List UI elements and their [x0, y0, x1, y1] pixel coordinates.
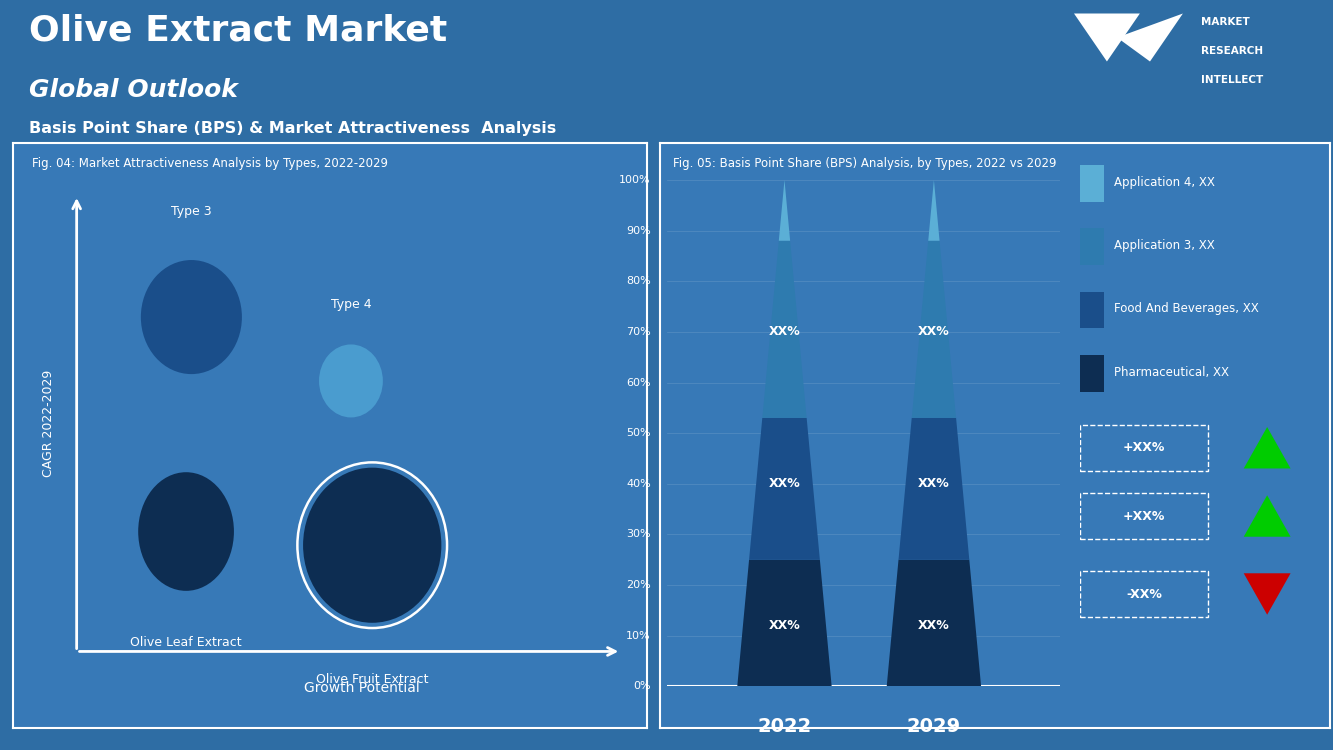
- Text: XX%: XX%: [918, 619, 950, 632]
- Ellipse shape: [141, 260, 241, 374]
- Bar: [1080, 356, 1104, 392]
- Text: XX%: XX%: [769, 619, 800, 632]
- Polygon shape: [1117, 13, 1182, 62]
- Text: 10%: 10%: [627, 631, 651, 640]
- Text: +XX%: +XX%: [1122, 509, 1165, 523]
- Polygon shape: [1244, 427, 1290, 469]
- Text: Olive Extract Market: Olive Extract Market: [29, 13, 448, 47]
- Polygon shape: [778, 180, 790, 241]
- Ellipse shape: [303, 468, 441, 622]
- Text: 70%: 70%: [627, 327, 651, 337]
- Text: 100%: 100%: [619, 175, 651, 185]
- Polygon shape: [1244, 495, 1290, 537]
- Text: CAGR 2022-2029: CAGR 2022-2029: [41, 370, 55, 477]
- Text: Food And Beverages, XX: Food And Beverages, XX: [1114, 302, 1258, 315]
- Polygon shape: [762, 241, 806, 418]
- Text: Application 4, XX: Application 4, XX: [1114, 176, 1216, 188]
- Text: Fig. 05: Basis Point Share (BPS) Analysis, by Types, 2022 vs 2029: Fig. 05: Basis Point Share (BPS) Analysi…: [673, 158, 1057, 170]
- Text: 20%: 20%: [627, 580, 651, 590]
- Text: Growth Potential: Growth Potential: [304, 681, 420, 695]
- Text: INTELLECT: INTELLECT: [1201, 75, 1262, 85]
- Text: -XX%: -XX%: [1126, 587, 1162, 601]
- Text: RESEARCH: RESEARCH: [1201, 46, 1262, 56]
- Text: 50%: 50%: [627, 428, 651, 438]
- Text: 2029: 2029: [906, 717, 961, 736]
- Text: Application 3, XX: Application 3, XX: [1114, 239, 1214, 252]
- Bar: [1080, 165, 1104, 202]
- Bar: [1080, 292, 1104, 328]
- Text: 30%: 30%: [627, 530, 651, 539]
- Text: 80%: 80%: [627, 276, 651, 286]
- Text: Type 4: Type 4: [331, 298, 372, 311]
- Polygon shape: [898, 418, 969, 560]
- Text: Global Outlook: Global Outlook: [29, 78, 239, 102]
- Text: 0%: 0%: [633, 681, 651, 692]
- Polygon shape: [912, 241, 956, 418]
- Polygon shape: [928, 180, 940, 241]
- Ellipse shape: [319, 344, 383, 418]
- Text: XX%: XX%: [918, 326, 950, 338]
- Text: Fig. 04: Market Attractiveness Analysis by Types, 2022-2029: Fig. 04: Market Attractiveness Analysis …: [32, 158, 388, 170]
- Polygon shape: [1244, 573, 1290, 615]
- Bar: [1080, 229, 1104, 265]
- Text: Olive Fruit Extract: Olive Fruit Extract: [316, 674, 428, 686]
- Text: 90%: 90%: [627, 226, 651, 236]
- Text: +XX%: +XX%: [1122, 441, 1165, 454]
- Text: 60%: 60%: [627, 377, 651, 388]
- Text: XX%: XX%: [918, 477, 950, 490]
- Polygon shape: [737, 560, 832, 686]
- Text: 2022: 2022: [757, 717, 812, 736]
- Text: MARKET: MARKET: [1201, 17, 1249, 27]
- Text: XX%: XX%: [769, 326, 800, 338]
- Text: 40%: 40%: [627, 478, 651, 489]
- Text: Olive Leaf Extract: Olive Leaf Extract: [131, 636, 241, 650]
- Polygon shape: [886, 560, 981, 686]
- Polygon shape: [1074, 13, 1140, 62]
- Text: XX%: XX%: [769, 477, 800, 490]
- Ellipse shape: [139, 472, 233, 591]
- Text: Basis Point Share (BPS) & Market Attractiveness  Analysis: Basis Point Share (BPS) & Market Attract…: [29, 122, 557, 136]
- Text: Pharmaceutical, XX: Pharmaceutical, XX: [1114, 366, 1229, 379]
- Text: Type 3: Type 3: [171, 206, 212, 218]
- Polygon shape: [749, 418, 820, 560]
